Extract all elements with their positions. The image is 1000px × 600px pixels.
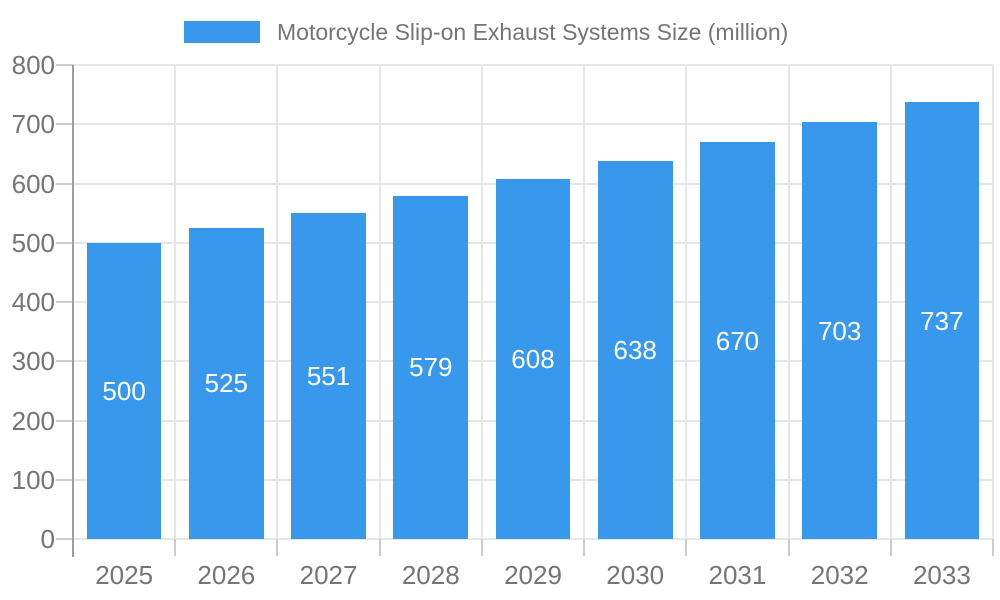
bar-value-label: 500	[102, 375, 146, 406]
x-tick-mark	[378, 539, 381, 556]
bar-value-label: 551	[306, 360, 351, 391]
bar-value-label: 638	[613, 334, 657, 365]
x-tick-mark	[992, 539, 994, 556]
bar-value-label: 579	[409, 352, 453, 383]
bar-2027	[291, 212, 366, 539]
x-gridline	[276, 65, 279, 539]
bar-value-label: 737	[920, 305, 964, 336]
x-gridline	[583, 65, 586, 539]
y-tick-mark	[56, 478, 73, 481]
y-tick-mark	[56, 182, 73, 185]
x-axis-category-label: 2026	[197, 560, 256, 590]
bar-2029	[495, 178, 571, 539]
x-axis-category-label: 2025	[95, 560, 154, 590]
y-gridline	[73, 538, 993, 540]
x-gridline	[174, 65, 177, 539]
y-tick-mark	[56, 301, 73, 303]
x-gridline	[685, 65, 688, 539]
y-axis-tick-label: 600	[11, 168, 55, 199]
y-tick-mark	[56, 123, 73, 126]
x-axis-category-label: 2028	[401, 560, 460, 590]
bar-value-label: 703	[817, 315, 862, 346]
x-axis-category-label: 2029	[504, 560, 562, 590]
x-gridline	[378, 65, 381, 539]
y-axis-tick-label: 0	[40, 524, 55, 554]
bar-2030	[597, 160, 673, 539]
y-axis-tick-label: 200	[11, 405, 55, 436]
x-tick-mark	[276, 539, 279, 556]
x-tick-mark	[889, 539, 892, 556]
y-tick-mark	[56, 538, 73, 540]
y-axis-tick-label: 400	[11, 287, 55, 317]
y-axis-tick-label: 100	[11, 464, 55, 495]
y-tick-mark	[56, 64, 73, 66]
y-axis-tick-label: 800	[11, 50, 55, 80]
legend-swatch	[184, 21, 260, 43]
bar-value-label: 670	[715, 325, 760, 356]
bar-2032	[802, 122, 877, 539]
x-axis-category-label: 2027	[299, 560, 358, 590]
x-gridline	[992, 65, 994, 539]
bar-value-label: 525	[204, 368, 249, 399]
x-gridline	[787, 65, 790, 539]
x-axis-category-label: 2033	[912, 560, 971, 590]
y-axis-tick-label: 500	[11, 227, 55, 258]
x-axis-category-label: 2030	[606, 560, 665, 590]
bar-value-label: 608	[511, 343, 555, 374]
y-tick-mark	[56, 419, 73, 422]
bar-2025	[86, 242, 162, 539]
bar-2033	[904, 102, 980, 539]
y-tick-mark	[56, 360, 73, 363]
x-gridline	[889, 65, 892, 539]
bar-2028	[393, 195, 469, 539]
bar-2026	[189, 227, 264, 539]
y-gridline	[73, 123, 993, 126]
y-tick-mark	[56, 241, 73, 244]
x-tick-mark	[787, 539, 790, 556]
x-axis-category-label: 2032	[810, 560, 869, 590]
legend-label: Motorcycle Slip-on Exhaust Systems Size …	[277, 19, 789, 45]
x-tick-mark	[685, 539, 688, 556]
x-tick-mark	[480, 539, 483, 556]
x-gridline	[480, 65, 483, 539]
x-tick-mark	[174, 539, 177, 556]
x-tick-mark	[583, 539, 586, 556]
bar-2031	[700, 142, 775, 539]
y-axis-line	[72, 65, 74, 557]
y-axis-tick-label: 700	[11, 109, 55, 140]
x-axis-category-label: 2031	[708, 560, 767, 590]
y-gridline	[73, 64, 993, 66]
y-axis-tick-label: 300	[11, 346, 55, 377]
